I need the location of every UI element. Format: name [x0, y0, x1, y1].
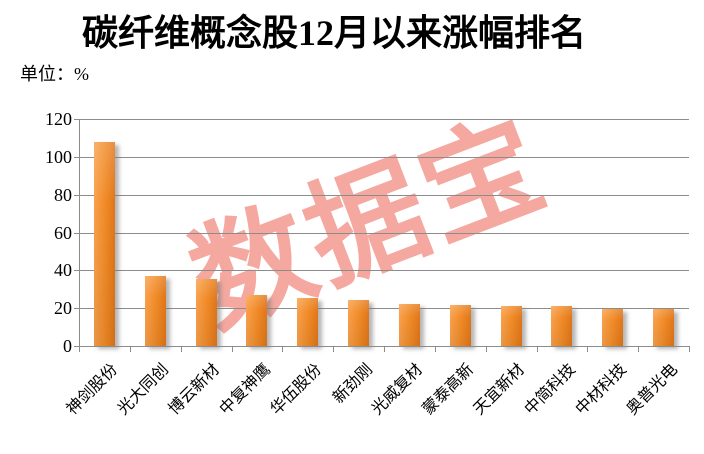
y-axis-line — [79, 119, 80, 346]
y-axis-label-120: 120 — [45, 109, 72, 129]
x-tick-1 — [129, 346, 131, 352]
bar-光大同创 — [144, 276, 166, 346]
bar-博云新材 — [195, 279, 217, 346]
y-axis-label-100: 100 — [45, 146, 72, 167]
y-axis-label-0: 0 — [63, 336, 72, 356]
x-tick-6 — [384, 346, 385, 352]
y-tick-0 — [74, 346, 79, 347]
bar-蒙泰高新 — [449, 304, 471, 346]
y-tick-60 — [74, 232, 79, 234]
x-tick-11 — [638, 346, 640, 352]
bar-中复神鹰 — [246, 295, 268, 346]
chart-title: 碳纤维概念股12月以来涨幅排名 — [81, 13, 586, 53]
y-axis-label-60: 60 — [54, 222, 72, 243]
y-tick-120 — [74, 119, 79, 120]
bar-华伍股份 — [297, 298, 319, 346]
x-tick-2 — [180, 346, 182, 352]
gridline-40 — [79, 270, 689, 272]
x-tick-9 — [536, 346, 538, 352]
x-tick-4 — [282, 346, 284, 352]
gridline-120 — [79, 119, 689, 120]
y-tick-40 — [74, 270, 79, 272]
plot-area: 0 20 40 60 80 100 120 神剑股份 光大同创 博云新材 中复神鹰 华伍股份 新劲刚 光威… — [45, 109, 690, 418]
x-tick-3 — [231, 346, 233, 352]
y-axis-label-40: 40 — [54, 260, 72, 281]
y-axis-label-80: 80 — [54, 184, 72, 205]
x-tick-8 — [485, 346, 487, 352]
bar-新劲刚 — [348, 300, 370, 346]
x-tick-0 — [79, 346, 80, 352]
x-tick-12 — [689, 346, 690, 352]
x-tick-7 — [434, 346, 436, 352]
bar-天宜新材 — [500, 305, 522, 346]
bar-神剑股份 — [93, 141, 115, 346]
bar-中简科技 — [551, 305, 573, 346]
bar-奥普光电 — [653, 309, 675, 346]
y-axis-label-20: 20 — [54, 298, 72, 319]
gridline-20 — [79, 308, 689, 310]
y-tick-20 — [74, 308, 79, 310]
gridline-100 — [79, 156, 689, 158]
y-tick-80 — [74, 194, 79, 196]
x-tick-10 — [587, 346, 589, 352]
bar-光威复材 — [398, 304, 420, 346]
x-axis-line — [79, 346, 689, 347]
bar-中材科技 — [602, 308, 624, 346]
gridline-60 — [79, 232, 689, 234]
gridline-80 — [79, 194, 689, 196]
x-tick-5 — [333, 346, 335, 352]
y-tick-100 — [74, 156, 79, 158]
unit-label: 单位：% — [20, 64, 89, 84]
